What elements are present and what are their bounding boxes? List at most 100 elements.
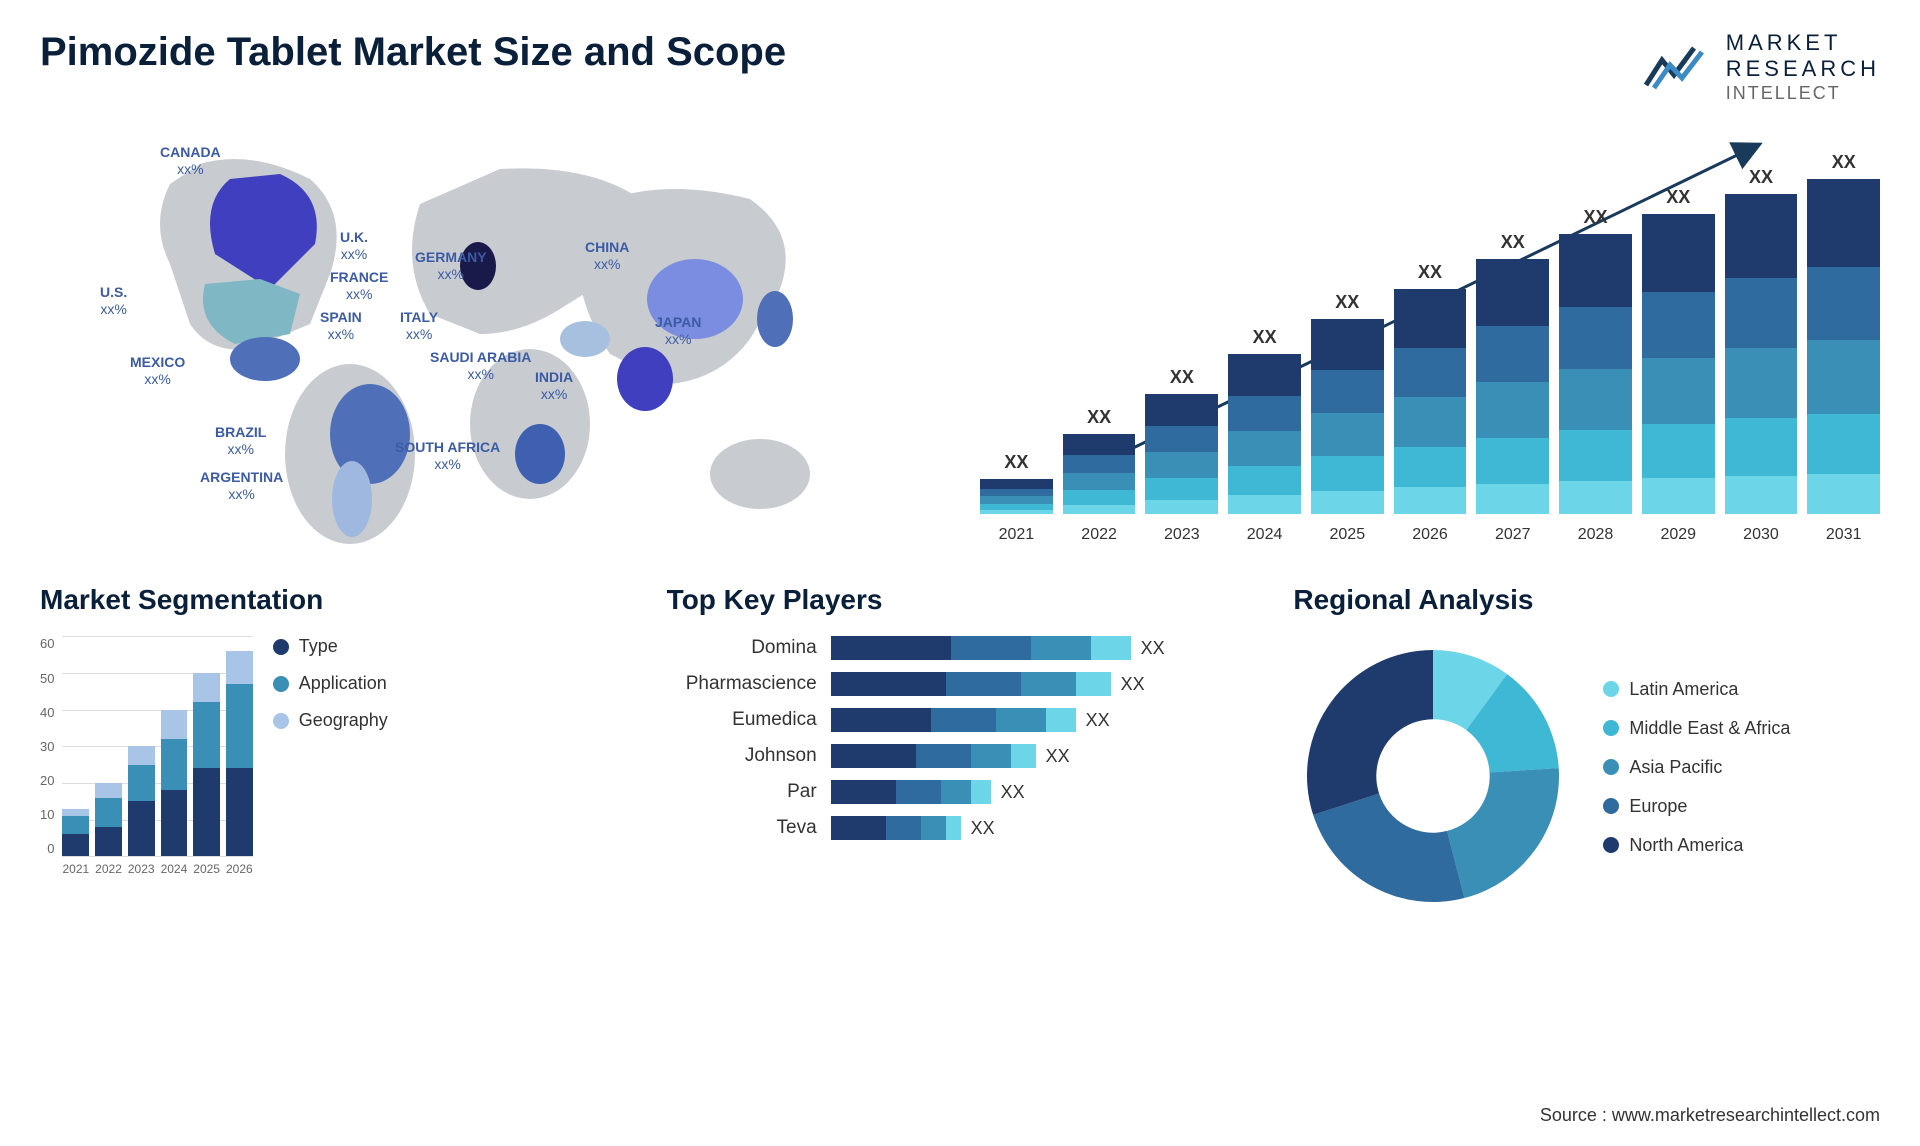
player-value: XX [971, 818, 995, 839]
player-value: XX [1046, 746, 1070, 767]
growth-bar-label: XX [1087, 407, 1111, 428]
player-bar [831, 672, 1111, 696]
player-bar [831, 744, 1036, 768]
map-svg [40, 124, 940, 544]
growth-bar-label: XX [1749, 167, 1773, 188]
player-name: Teva [667, 817, 817, 839]
player-bar [831, 816, 961, 840]
growth-bar: XX [1807, 152, 1880, 514]
player-row: Eumedica XX [667, 708, 1254, 732]
map-label: ITALYxx% [400, 309, 438, 343]
seg-bar [161, 710, 188, 857]
regional-panel: Regional Analysis Latin America Middle Ea… [1293, 584, 1880, 916]
map-label: SOUTH AFRICAxx% [395, 439, 500, 473]
growth-bar-label: XX [1418, 262, 1442, 283]
player-row: PharmascienceXX [667, 672, 1254, 696]
growth-bar-label: XX [1335, 292, 1359, 313]
map-label: FRANCExx% [330, 269, 388, 303]
player-row: Johnson XX [667, 744, 1254, 768]
logo-line2: RESEARCH [1726, 56, 1880, 82]
growth-year-label: 2026 [1394, 526, 1467, 544]
growth-year-label: 2024 [1228, 526, 1301, 544]
growth-bar: XX [980, 452, 1053, 514]
growth-bar-label: XX [1253, 327, 1277, 348]
header: Pimozide Tablet Market Size and Scope MA… [40, 30, 1880, 104]
growth-chart: XXXXXXXXXXXXXXXXXXXXXX 20212022202320242… [980, 124, 1880, 544]
players-panel: Top Key Players DominaXXPharmascienceXXE… [667, 584, 1254, 916]
players-title: Top Key Players [667, 584, 1254, 616]
map-label: BRAZILxx% [215, 424, 266, 458]
player-value: XX [1001, 782, 1025, 803]
legend-item: Type [273, 636, 388, 657]
growth-bar-label: XX [1170, 367, 1194, 388]
growth-bar: XX [1063, 407, 1136, 514]
map-label: U.K.xx% [340, 229, 368, 263]
growth-year-label: 2030 [1725, 526, 1798, 544]
regional-title: Regional Analysis [1293, 584, 1880, 616]
growth-bar: XX [1311, 292, 1384, 514]
growth-bar: XX [1725, 167, 1798, 514]
map-label: INDIAxx% [535, 369, 573, 403]
donut-slice [1307, 650, 1433, 815]
growth-year-label: 2027 [1476, 526, 1549, 544]
player-value: XX [1141, 638, 1165, 659]
player-name: Domina [667, 637, 817, 659]
growth-year-label: 2029 [1642, 526, 1715, 544]
regional-legend: Latin America Middle East & Africa Asia Pa… [1603, 679, 1790, 874]
map-label: CANADAxx% [160, 144, 221, 178]
logo: MARKET RESEARCH INTELLECT [1644, 30, 1880, 104]
growth-bar-label: XX [1584, 207, 1608, 228]
logo-line3: INTELLECT [1726, 83, 1880, 105]
growth-year-label: 2028 [1559, 526, 1632, 544]
player-name: Pharmascience [667, 673, 817, 695]
segmentation-legend: Type Application Geography [273, 636, 388, 896]
seg-bar [128, 746, 155, 856]
player-name: Eumedica [667, 709, 817, 731]
segmentation-chart: 6050403020100 202120222023202420252026 [40, 636, 253, 896]
legend-item: Application [273, 673, 388, 694]
map-label: U.S.xx% [100, 284, 127, 318]
player-bar [831, 636, 1131, 660]
donut-chart [1293, 636, 1573, 916]
player-row: Domina XX [667, 636, 1254, 660]
map-label: SPAINxx% [320, 309, 362, 343]
player-value: XX [1086, 710, 1110, 731]
segmentation-panel: Market Segmentation 6050403020100 202120… [40, 584, 627, 916]
seg-bar [95, 783, 122, 856]
world-map: CANADAxx% U.S.xx% MEXICOxx% BRAZILxx% ARGENT… [40, 124, 940, 544]
page-title: Pimozide Tablet Market Size and Scope [40, 30, 786, 75]
map-label: GERMANYxx% [415, 249, 487, 283]
growth-year-label: 2022 [1063, 526, 1136, 544]
bottom-row: Market Segmentation 6050403020100 202120… [40, 584, 1880, 916]
player-name: Johnson [667, 745, 817, 767]
growth-year-label: 2021 [980, 526, 1053, 544]
map-label: ARGENTINAxx% [200, 469, 283, 503]
legend-item: Latin America [1603, 679, 1790, 700]
growth-bar-label: XX [1832, 152, 1856, 173]
growth-bar-label: XX [1501, 232, 1525, 253]
legend-item: Middle East & Africa [1603, 718, 1790, 739]
growth-year-label: 2031 [1807, 526, 1880, 544]
map-label: CHINAxx% [585, 239, 629, 273]
growth-bar: XX [1145, 367, 1218, 514]
seg-bar [62, 809, 89, 857]
map-label: MEXICOxx% [130, 354, 185, 388]
logo-line1: MARKET [1726, 30, 1880, 56]
growth-bar: XX [1642, 187, 1715, 514]
seg-bar [226, 651, 253, 856]
legend-item: North America [1603, 835, 1790, 856]
growth-bar: XX [1559, 207, 1632, 514]
seg-bar [193, 673, 220, 856]
legend-item: Asia Pacific [1603, 757, 1790, 778]
player-row: ParXX [667, 780, 1254, 804]
growth-bar: XX [1228, 327, 1301, 514]
player-row: Teva XX [667, 816, 1254, 840]
donut-slice [1447, 768, 1559, 898]
growth-bar-label: XX [1004, 452, 1028, 473]
donut-slice [1314, 794, 1465, 902]
source-text: Source : www.marketresearchintellect.com [1540, 1105, 1880, 1126]
legend-item: Europe [1603, 796, 1790, 817]
player-bar [831, 780, 991, 804]
segmentation-title: Market Segmentation [40, 584, 627, 616]
legend-item: Geography [273, 710, 388, 731]
